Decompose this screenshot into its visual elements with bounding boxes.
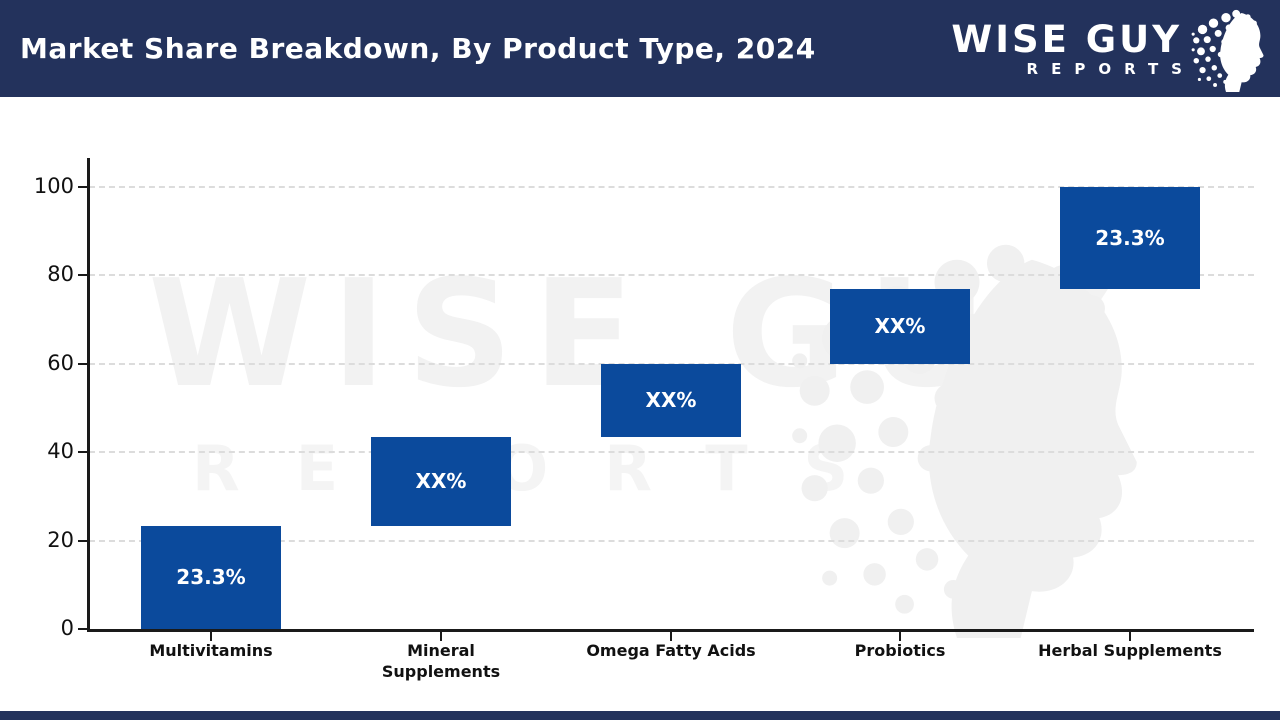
x-tick-2 (670, 632, 672, 641)
bar-omega-fatty-acids: XX% (601, 363, 741, 437)
x-tick-4 (1129, 632, 1131, 641)
bar-value-label: XX% (645, 388, 697, 413)
gridline-100 (89, 186, 1254, 188)
gridline-20 (89, 539, 1254, 542)
x-tick-label-2: Omega Fatty Acids (586, 641, 756, 660)
y-tick-label-80: 80 (47, 262, 74, 287)
x-tick-0 (210, 632, 212, 641)
y-tick-label-0: 0 (60, 616, 74, 640)
x-tick-label-3: Probiotics (854, 641, 946, 660)
bar-value-label: 23.3% (1095, 225, 1165, 250)
brand-logo-text: WISE GUY REPORTS (951, 21, 1182, 77)
bar-mineral-supplements: XX% (371, 436, 511, 526)
brand-logo-line2: REPORTS (1026, 59, 1195, 78)
brand-logo: WISE GUY REPORTS (951, 6, 1280, 92)
y-tick-label-100: 100 (33, 174, 74, 198)
header-bar: Market Share Breakdown, By Product Type,… (0, 0, 1280, 97)
x-tick-3 (899, 632, 901, 641)
bar-probiotics: XX% (830, 288, 970, 364)
footer-bar (0, 711, 1280, 720)
x-tick-label-4: Herbal Supplements (1038, 641, 1222, 660)
y-tick-60 (78, 362, 87, 365)
x-tick-label-0: Multivitamins (149, 641, 273, 660)
bar-value-label: XX% (415, 469, 467, 494)
bar-multivitamins: 23.3% (141, 526, 281, 629)
x-tick-1 (440, 632, 442, 641)
bar-value-label: XX% (874, 314, 926, 339)
y-tick-80 (78, 274, 87, 277)
page-title: Market Share Breakdown, By Product Type,… (20, 32, 816, 65)
gridline-80 (89, 274, 1254, 277)
x-axis-spine (87, 629, 1254, 632)
y-tick-label-60: 60 (47, 350, 74, 375)
y-tick-label-40: 40 (47, 439, 74, 464)
brand-logo-line1: WISE GUY (951, 17, 1182, 61)
y-tick-label-20: 20 (47, 527, 74, 552)
gridline-40 (89, 451, 1254, 454)
y-tick-20 (78, 539, 87, 542)
y-tick-0 (78, 628, 87, 630)
y-axis-spine (87, 158, 90, 632)
y-tick-100 (78, 186, 87, 188)
dotted-head-profile-icon (1191, 9, 1264, 92)
x-tick-label-1: Mineral Supplements (381, 641, 501, 681)
bar-value-label: 23.3% (176, 565, 246, 590)
bar-herbal-supplements: 23.3% (1060, 187, 1200, 289)
y-tick-40 (78, 451, 87, 454)
